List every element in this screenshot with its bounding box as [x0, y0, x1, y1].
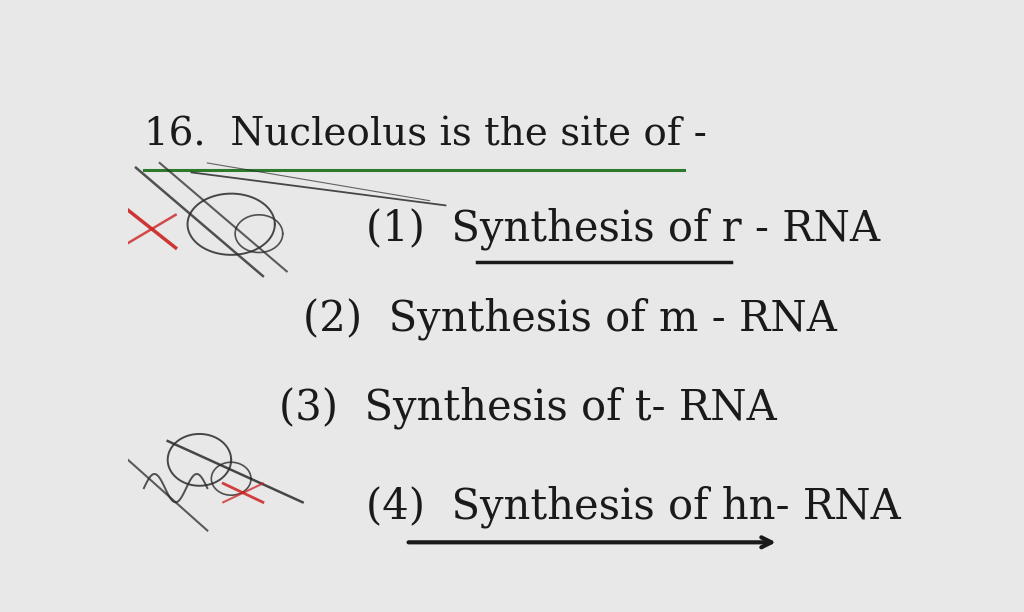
Text: (1)  Synthesis of r - RNA: (1) Synthesis of r - RNA	[367, 207, 881, 250]
Text: (2)  Synthesis of m - RNA: (2) Synthesis of m - RNA	[303, 297, 837, 340]
Text: 16.  Nucleolus is the site of -: 16. Nucleolus is the site of -	[143, 116, 707, 153]
Text: (3)  Synthesis of t- RNA: (3) Synthesis of t- RNA	[279, 387, 776, 429]
Text: (4)  Synthesis of hn- RNA: (4) Synthesis of hn- RNA	[367, 486, 901, 528]
